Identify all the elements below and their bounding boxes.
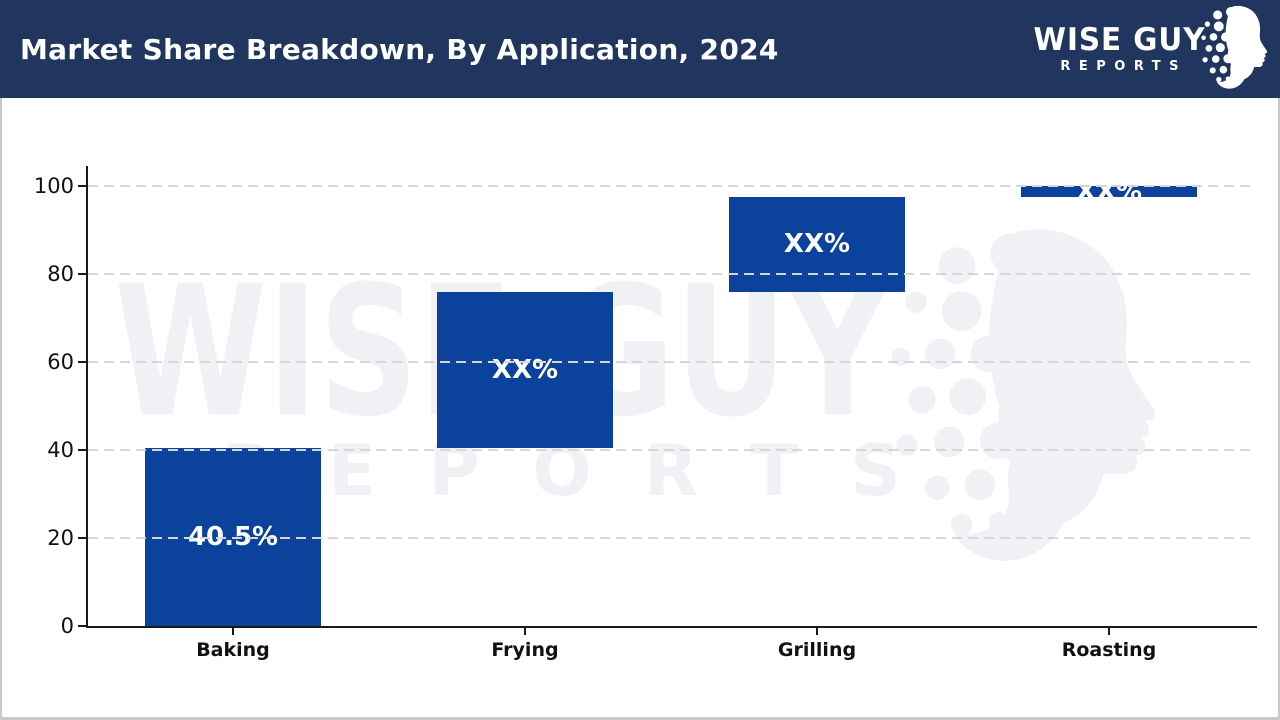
- x-category-label: Grilling: [777, 639, 857, 661]
- bar-value-label: XX%: [491, 354, 559, 385]
- y-axis-line: [86, 166, 88, 628]
- logo-wordmark: WISE GUY: [1033, 22, 1206, 59]
- bar-segment-baking: 40.5%: [145, 447, 321, 626]
- chart-canvas: WISE GUY R E P O R T S 0 20 40 60 80 100 40.5…: [0, 98, 1280, 720]
- logo-head-icon: [1201, 5, 1268, 89]
- header-bar: Market Share Breakdown, By Application, …: [0, 0, 1280, 98]
- logo-text: WISE GUY REPORTS: [1029, 23, 1210, 72]
- bar-segment-frying: XX%: [437, 291, 613, 448]
- bar-segment-roasting: XX%: [1021, 177, 1197, 207]
- y-tick-label: 20: [47, 526, 74, 550]
- x-category-label: Baking: [196, 639, 270, 661]
- y-tick-label: 60: [47, 350, 74, 374]
- watermark-head-icon: [891, 229, 1155, 561]
- bar-value-label: 40.5%: [187, 521, 279, 552]
- wise-guy-logo: WISE GUY REPORTS: [1029, 4, 1272, 92]
- x-tick-mark: [816, 628, 818, 635]
- x-tick-mark: [232, 628, 234, 635]
- y-tick-mark: [78, 537, 86, 539]
- y-tick-mark: [78, 185, 86, 187]
- y-tick-label: 0: [60, 614, 74, 638]
- gridline: [88, 361, 1255, 363]
- y-tick-mark: [78, 449, 86, 451]
- logo-subtitle: REPORTS: [1060, 58, 1188, 74]
- gridline: [88, 273, 1255, 275]
- page-title: Market Share Breakdown, By Application, …: [20, 32, 779, 66]
- y-tick-label: 80: [47, 262, 74, 286]
- y-tick-mark: [78, 273, 86, 275]
- gridline: [88, 449, 1255, 451]
- x-category-label: Frying: [491, 639, 559, 661]
- bar-value-label: XX%: [1075, 176, 1143, 207]
- x-tick-mark: [524, 628, 526, 635]
- x-category-label: Roasting: [1061, 639, 1157, 661]
- y-tick-label: 100: [33, 174, 74, 198]
- gridline: [88, 537, 1255, 539]
- bar-segment-grilling: XX%: [729, 197, 905, 292]
- y-tick-label: 40: [47, 438, 74, 462]
- x-tick-mark: [1108, 628, 1110, 635]
- x-axis-line: [86, 626, 1257, 628]
- bar-value-label: XX%: [783, 229, 851, 260]
- y-tick-mark: [78, 625, 86, 627]
- gridline: [88, 185, 1255, 187]
- y-tick-mark: [78, 361, 86, 363]
